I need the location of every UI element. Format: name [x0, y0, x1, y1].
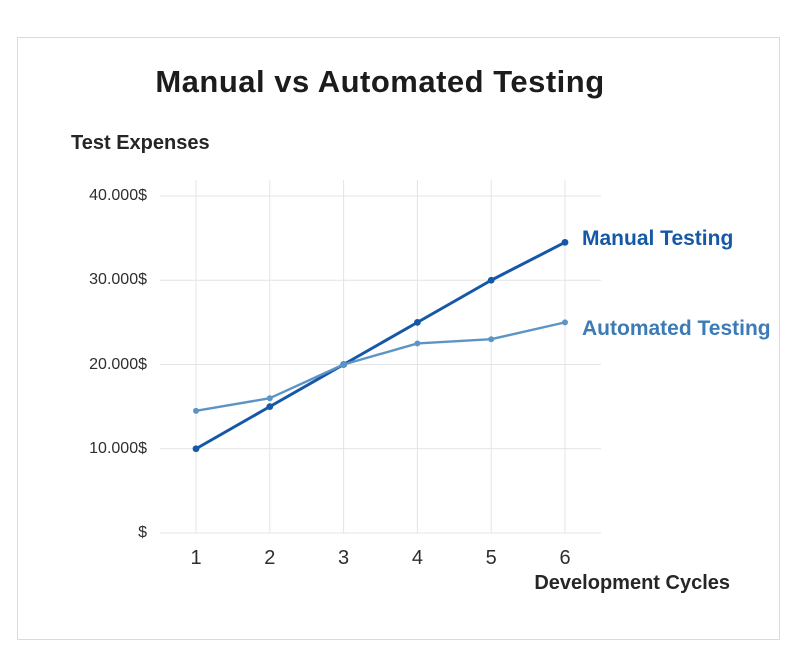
x-tick-label: 4 [411, 547, 423, 569]
y-tick-label: 40.000$ [89, 187, 147, 204]
series-line-1 [194, 321, 567, 413]
y-tick-label: $ [138, 524, 147, 541]
data-point [266, 395, 273, 402]
data-point [562, 319, 568, 326]
y-tick-label: 10.000$ [89, 439, 147, 457]
data-point [561, 238, 569, 246]
data-point [340, 361, 347, 368]
data-point [192, 445, 200, 453]
x-tick-label: 1 [190, 547, 202, 569]
y-tick-label: 30.000$ [89, 271, 147, 289]
x-tick-label: 6 [559, 547, 571, 569]
x-tick-label: 5 [485, 547, 497, 569]
chart-frame [17, 37, 780, 640]
data-point [487, 276, 495, 284]
data-point [414, 318, 421, 326]
data-point [488, 336, 495, 343]
data-point [266, 403, 274, 411]
x-tick-label: 3 [338, 547, 350, 569]
y-tick-label: 20.000$ [89, 355, 147, 373]
x-tick-label: 2 [264, 547, 276, 569]
series-label-manual-testing: Manual Testing [582, 227, 734, 250]
chart-title: Manual vs Automated Testing [155, 64, 605, 99]
gridlines [160, 180, 601, 534]
series-lines [192, 238, 569, 453]
x-axis-title: Development Cycles [534, 572, 730, 594]
series-line-0 [194, 240, 567, 451]
y-axis-title: Test Expenses [71, 132, 210, 154]
data-point [414, 340, 421, 347]
data-point [193, 407, 199, 414]
series-label-automated-testing: Automated Testing [582, 317, 771, 340]
